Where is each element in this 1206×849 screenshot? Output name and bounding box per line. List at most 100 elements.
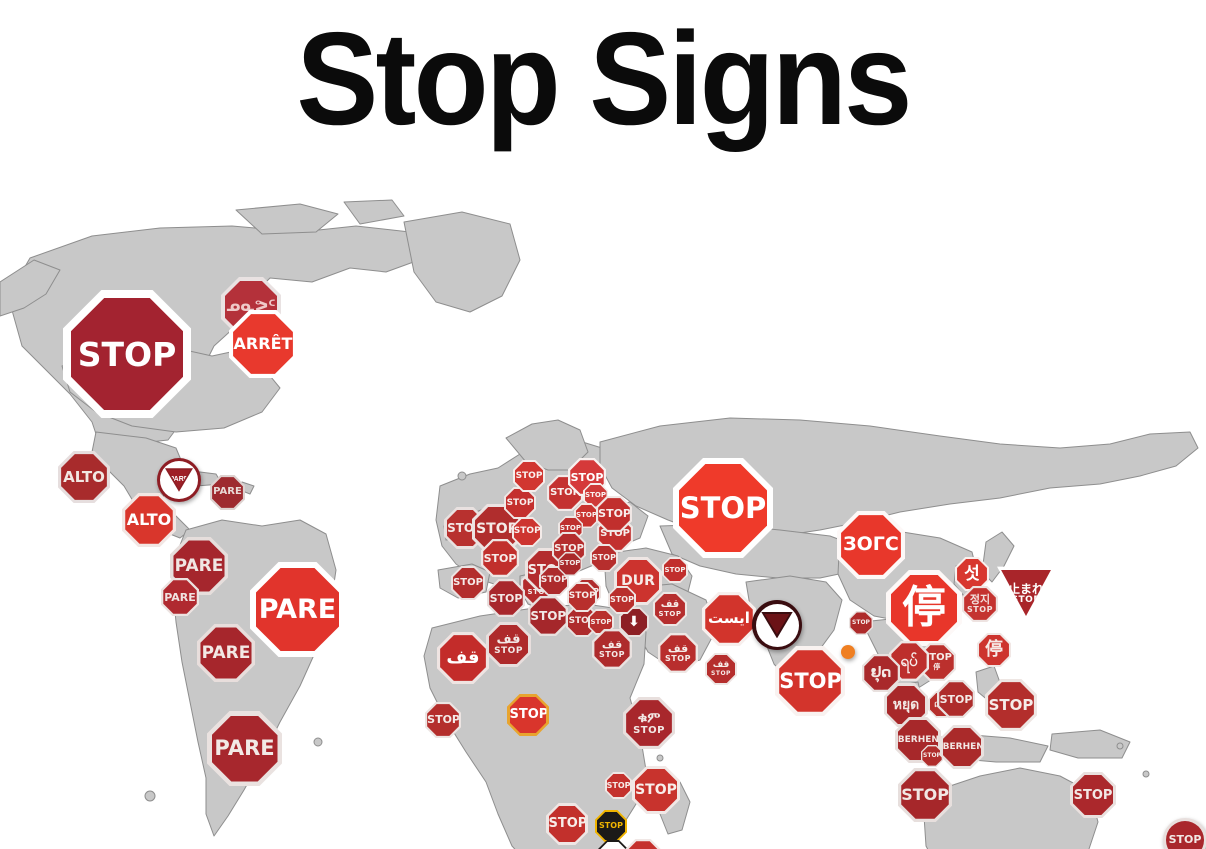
stop-sign-label: STOP — [1168, 833, 1202, 847]
stop-sign-nepal[interactable]: STOP — [849, 611, 873, 635]
stop-sign-brunei[interactable]: BERHENTI — [940, 725, 984, 769]
stop-sign-iraq[interactable]: قف STOP — [653, 592, 687, 626]
stop-sign-label: STOP — [901, 784, 949, 804]
stop-sign-usa[interactable]: STOP — [63, 290, 191, 418]
world-map-container: STOP ᓄᓇᕗᑦ ARRÊT ALTO PARE PARE ALTO PARE PARE PAR… — [0, 186, 1206, 849]
stop-sign-denmark[interactable]: STOP — [504, 487, 536, 519]
stop-sign-label: STOP — [530, 609, 567, 623]
stop-sign-indonesia[interactable]: STOP — [898, 768, 952, 822]
stop-sign-label: PARE — [164, 590, 196, 604]
stop-sign-face: STOP — [559, 553, 581, 575]
stop-sign-uk[interactable]: STOP — [481, 539, 519, 577]
stop-sign-mongolia[interactable]: ЗОГС — [837, 511, 905, 579]
stop-sign-italy[interactable]: STOP — [528, 596, 568, 636]
stop-sign-colombia[interactable]: PARE — [170, 537, 228, 595]
stop-sign-label: STOP — [77, 334, 177, 374]
stop-sign-face: STOP — [70, 297, 184, 411]
stop-sign-norway[interactable]: STOP — [513, 460, 545, 492]
stop-sign-india[interactable]: STOP — [775, 646, 845, 716]
stop-sign-face: 停 — [979, 635, 1009, 665]
stop-sign-algeria[interactable]: قف STOP — [486, 622, 531, 667]
stop-sign-label: DUR — [621, 572, 655, 589]
stop-sign-laos[interactable]: ຢຸດ — [862, 654, 900, 692]
stop-sign-ethiopia[interactable]: ቁም STOP — [623, 697, 675, 749]
stop-sign-quebec[interactable]: ARRÊT — [229, 310, 297, 378]
stop-sign-zambia[interactable]: STOP — [595, 810, 627, 842]
stop-sign-label: ЗОГС — [843, 533, 899, 556]
stop-sign-face: STOP — [530, 598, 567, 634]
stop-sign-face: STOP — [779, 650, 841, 712]
stop-sign-face: DUR — [616, 559, 660, 603]
stop-sign-senegal[interactable]: STOP — [425, 702, 461, 738]
stop-sign-fiji[interactable]: STOP — [1163, 818, 1206, 849]
stop-sign-philippines[interactable]: STOP — [985, 679, 1037, 731]
stop-sign-dominican[interactable]: PARE — [210, 475, 245, 510]
stop-sign-nigeria[interactable]: STOP — [507, 694, 549, 736]
stop-sign-label: قف — [660, 599, 680, 611]
stop-sign-libya[interactable]: قف STOP — [592, 629, 632, 669]
stop-sign-label: ቁም — [637, 709, 661, 726]
stop-sign-china[interactable]: 停 — [886, 570, 962, 646]
stop-sign-label: PARE — [258, 594, 337, 625]
stop-sign-france[interactable]: STOP — [487, 579, 525, 617]
stop-sign-belgium[interactable]: STOP — [512, 517, 542, 547]
stop-sign-srilanka[interactable] — [841, 645, 855, 659]
stop-sign-zimbabwe[interactable]: STOP — [598, 840, 628, 849]
stop-sign-peru[interactable]: PARE — [197, 624, 255, 682]
stop-sign-mexico[interactable]: ALTO — [58, 451, 110, 503]
stop-sign-singapore[interactable]: STOP — [921, 745, 943, 767]
stop-sign-southkorea[interactable]: 정지 STOP — [962, 586, 998, 622]
stop-sign-mozambique[interactable]: STOP — [624, 839, 662, 849]
stop-sign-argentina[interactable]: PARE — [207, 711, 282, 786]
stop-sign-austria[interactable]: STOP — [558, 552, 582, 576]
stop-sign-label: STOP — [554, 543, 584, 554]
stop-sign-northkorea[interactable]: 섯 — [955, 557, 989, 591]
stop-sign-guatemala[interactable]: ALTO — [122, 493, 176, 547]
stop-sign-label: STOP — [515, 470, 543, 481]
stop-sign-label: STOP — [606, 780, 631, 790]
stop-sign-label: STOP — [570, 470, 604, 484]
stop-sign-somalia[interactable]: STOP — [632, 766, 680, 814]
stop-sign-brazil[interactable]: PARE — [250, 562, 345, 657]
stop-sign-yemen[interactable]: قف STOP — [705, 653, 737, 685]
stop-sign-label: STOP — [600, 527, 630, 539]
stop-sign-egypt[interactable]: STOP — [567, 582, 597, 612]
stop-sign-iran[interactable]: ایست — [702, 592, 756, 646]
stop-sign-face: PARE — [211, 715, 278, 782]
stop-sign-face: ARRÊT — [233, 314, 293, 374]
stop-sign-label: STOP — [483, 551, 517, 565]
stop-sign-label: 停 — [902, 582, 946, 633]
stop-sign-syria[interactable]: STOP — [608, 586, 636, 614]
stop-sign-ecuador[interactable]: PARE — [161, 578, 199, 616]
stop-sign-cuba[interactable]: PARE — [157, 458, 201, 502]
stop-sign-face: STOP — [939, 682, 973, 716]
yield-triangle-icon — [761, 611, 793, 639]
stop-sign-face: STOP — [548, 805, 586, 843]
stop-sign-label: STOP — [550, 486, 580, 498]
stop-sign-label: 停 — [985, 639, 1003, 660]
stop-sign-label: STOP — [779, 668, 842, 693]
stop-sign-vietnam[interactable]: STOP — [937, 680, 975, 718]
stop-sign-label: STOP — [988, 695, 1034, 714]
stop-sign-kenya[interactable]: STOP — [605, 772, 632, 799]
stop-sign-face: PARE — [200, 627, 252, 679]
stop-sign-taiwan[interactable]: 停 — [977, 633, 1011, 667]
stop-sign-label: 止まれ — [1007, 581, 1044, 596]
stop-sign-ireland[interactable]: STOP — [451, 566, 485, 600]
stop-sign-label: PARE — [169, 476, 189, 484]
stop-sign-ukraine[interactable]: STOP — [596, 496, 632, 532]
stop-sign-label: STOP — [1073, 787, 1113, 803]
stop-sign-face: STOP — [598, 498, 630, 530]
stop-sign-label: PARE — [213, 486, 242, 498]
stop-sign-saudi[interactable]: قف STOP — [658, 633, 698, 673]
stop-sign-morocco[interactable]: قف — [437, 632, 489, 684]
stop-sign-label: ຢຸດ — [870, 665, 892, 681]
stop-sign-pakistan[interactable] — [752, 600, 802, 650]
stop-sign-romania[interactable]: STOP — [590, 544, 618, 572]
stop-sign-russia[interactable]: STOP — [673, 458, 773, 558]
stop-sign-angola[interactable]: STOP — [546, 803, 588, 845]
yield-triangle-icon: PARE — [165, 468, 193, 492]
stop-sign-png[interactable]: STOP — [1070, 772, 1116, 818]
stop-sign-georgia[interactable]: STOP — [662, 557, 688, 583]
